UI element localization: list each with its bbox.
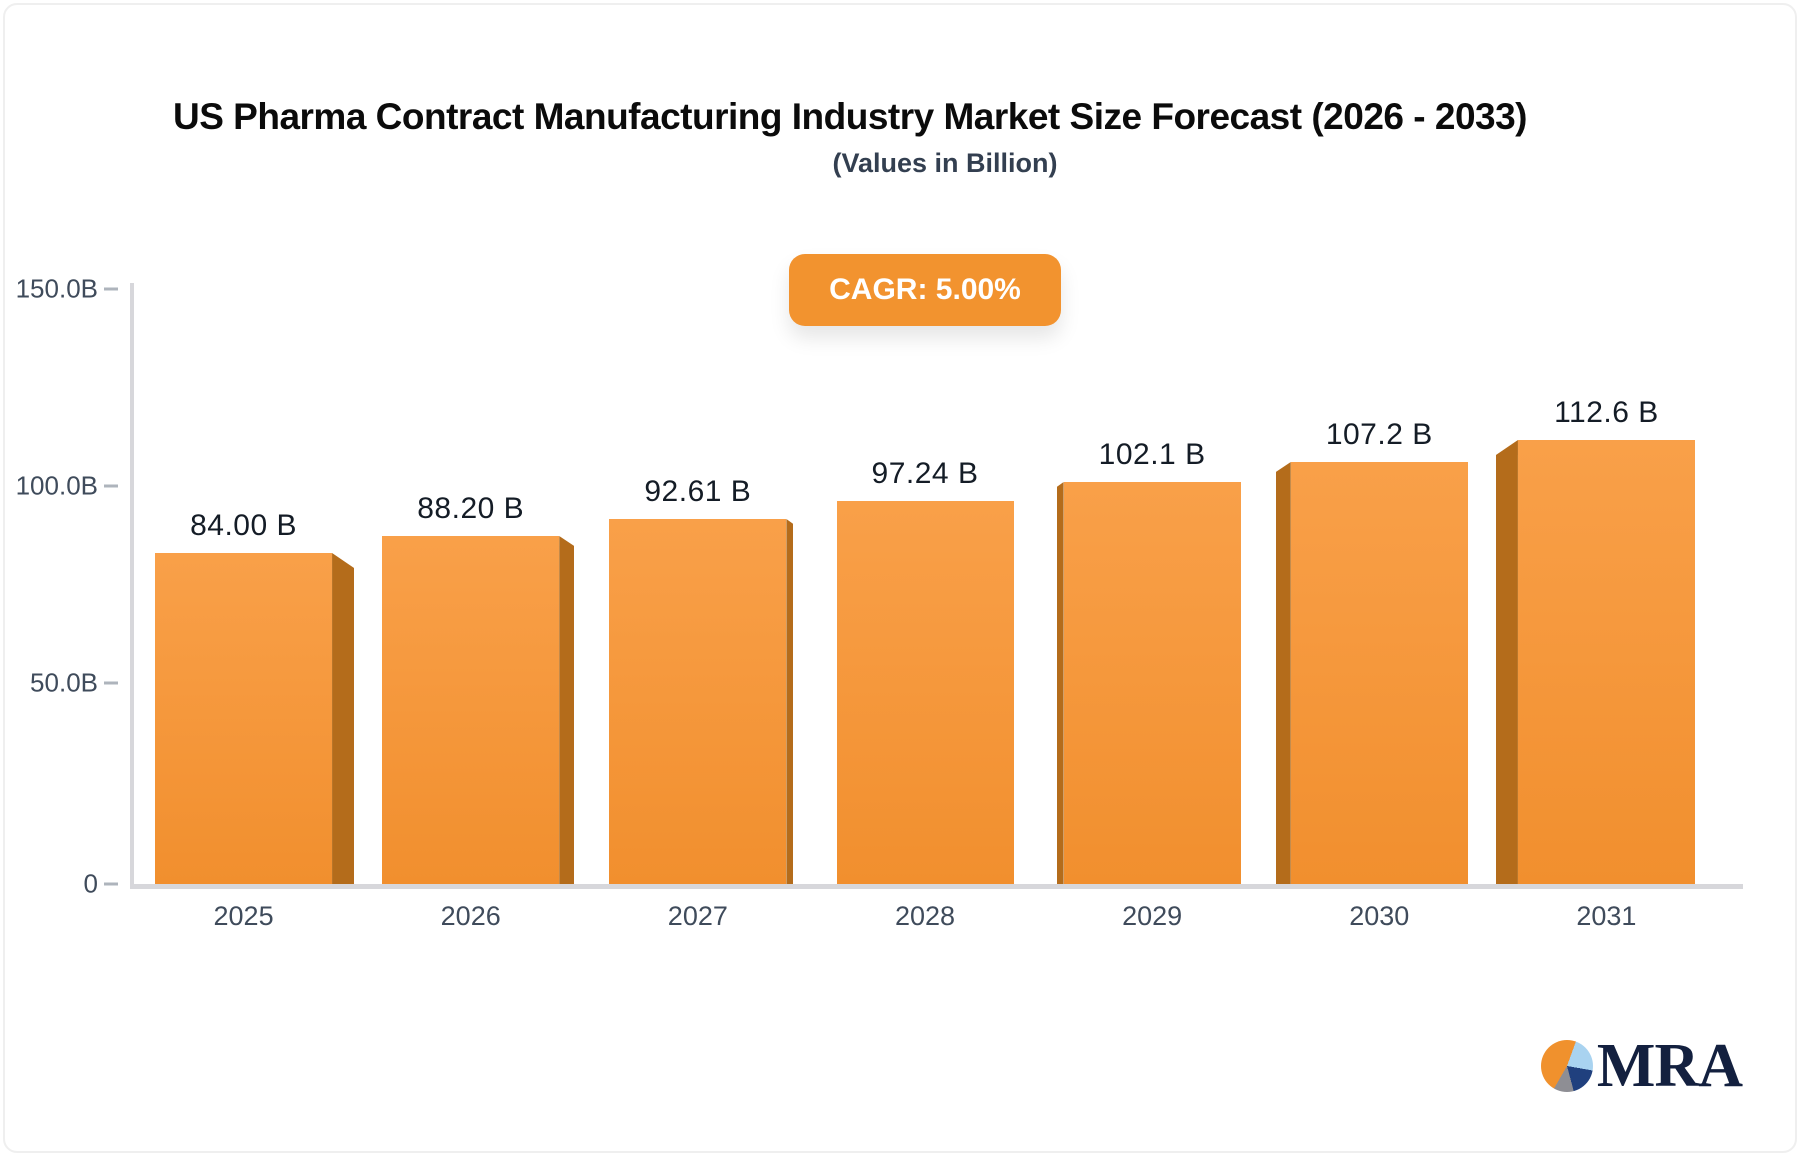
bar-2027 [609,519,787,884]
bar-2025-side-face [332,553,355,884]
x-axis-label-2029: 2029 [1122,901,1183,931]
y-axis-tick-label-3: 0 [83,868,98,899]
bar-2027-side-face [786,519,794,884]
y-axis-tick-mark-2 [104,681,118,685]
mra-logo: MRA [1540,1032,1743,1100]
chart-title: US Pharma Contract Manufacturing Industr… [172,96,1528,137]
bar-value-label-2029: 102.1 B [1098,438,1206,471]
bar-2026 [382,536,560,884]
bar-value-label-2031: 112.6 B [1554,396,1659,429]
y-axis-tick-mark-3 [104,882,118,886]
bar-2029 [1063,482,1241,884]
x-axis-label-2026: 2026 [440,901,501,931]
x-axis-label-2030: 2030 [1349,901,1410,931]
bar-value-label-2026: 88.20 B [417,492,525,525]
chart-subtitle: (Values in Billion) [832,148,1058,178]
y-axis-tick-mark-1 [104,484,118,488]
y-axis-tick-label-2: 50.0B [30,667,98,698]
bar-2030-side-face [1275,462,1291,884]
x-axis-label-2025: 2025 [213,901,274,931]
y-axis-tick-label-1: 100.0B [15,470,98,501]
pie-chart-logo-icon [1540,1040,1593,1092]
bar-2025 [155,553,333,884]
y-axis-tick-label-0: 150.0B [15,273,98,304]
bar-2028 [836,501,1014,884]
x-axis-baseline [130,884,1743,889]
cagr-badge: CAGR: 5.00% [789,254,1061,326]
logo-text: MRA [1596,1032,1743,1100]
bar-2026-side-face [559,536,575,884]
bar-value-label-2030: 107.2 B [1325,418,1433,451]
bar-value-label-2027: 92.61 B [644,475,752,508]
y-axis-line [130,283,134,884]
bar-value-label-2028: 97.24 B [871,457,979,490]
bar-value-label-2025: 84.00 B [190,509,298,542]
x-axis-label-2027: 2027 [667,901,728,931]
bar-2031-side-face [1495,440,1518,884]
x-axis-label-2031: 2031 [1576,901,1637,931]
x-axis-label-2028: 2028 [894,901,956,931]
bar-2030 [1290,462,1468,884]
y-axis-tick-mark-0 [104,287,118,291]
bar-2029-side-face [1056,482,1064,884]
bar-2031 [1517,440,1695,884]
